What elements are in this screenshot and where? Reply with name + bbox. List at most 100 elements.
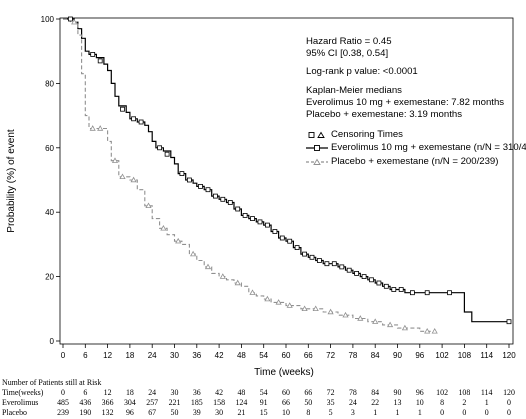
censor-mark-everolimus-39	[424, 290, 430, 296]
censor-mark-everolimus-40	[447, 290, 452, 296]
censor-mark-placebo-26	[431, 327, 438, 334]
censor-mark-everolimus-15	[235, 206, 241, 212]
x-tick-label-15: 90	[393, 351, 402, 360]
censor-mark-everolimus-31	[354, 270, 360, 276]
risk-cell-row0-13: 24	[348, 398, 357, 407]
x-tick-label-9: 54	[259, 351, 268, 360]
risk-cell-row1-15: 1	[395, 408, 400, 417]
risk-cell-time-9: 54	[259, 388, 268, 397]
censor-mark-everolimus-4	[131, 116, 137, 122]
risk-cell-time-17: 102	[436, 388, 449, 397]
risk-table-title: Number of Patients still at Risk	[2, 378, 102, 387]
x-axis-label: Time (weeks)	[254, 367, 314, 378]
censor-mark-placebo-7	[160, 224, 167, 231]
x-tick-label-6: 36	[192, 351, 201, 360]
x-tick-label-8: 48	[237, 351, 246, 360]
risk-cell-time-14: 84	[371, 388, 380, 397]
legend-censor-label: Censoring Times	[331, 129, 403, 140]
censor-mark-everolimus-10	[198, 183, 203, 189]
risk-cell-row0-11: 50	[304, 398, 313, 407]
censor-mark-everolimus-41	[506, 319, 512, 325]
censor-mark-everolimus-5	[138, 119, 144, 125]
censor-mark-placebo-8	[175, 237, 182, 244]
censor-mark-everolimus-29	[339, 264, 345, 270]
series-line-placebo	[63, 18, 435, 332]
risk-cell-row0-0: 485	[57, 398, 69, 407]
risk-cell-row1-17: 0	[440, 408, 445, 417]
censor-mark-everolimus-17	[250, 216, 255, 222]
censor-mark-placebo-23	[387, 321, 394, 328]
risk-cell-row1-14: 1	[373, 408, 378, 417]
x-tick-label-12: 72	[326, 351, 335, 360]
chart-legend: Censoring Times Everolimus 10 mg + exeme…	[306, 128, 526, 168]
censor-mark-placebo-20	[342, 311, 349, 318]
risk-cell-row0-1: 436	[79, 398, 92, 407]
risk-cell-time-4: 24	[148, 388, 157, 397]
y-tick-label-0: 0	[50, 337, 55, 346]
censor-marker-icon	[308, 131, 325, 138]
risk-cell-row1-6: 39	[192, 408, 201, 417]
risk-cell-row1-1: 190	[79, 408, 92, 417]
censor-mark-placebo-13	[249, 289, 256, 295]
x-tick-label-10: 60	[282, 351, 291, 360]
statistics-annotation: Hazard Ratio = 0.45 95% CI [0.38, 0.54] …	[306, 36, 504, 121]
risk-cell-time-12: 72	[326, 388, 335, 397]
risk-cell-row1-19: 0	[484, 408, 489, 417]
risk-cell-time-19: 114	[480, 388, 493, 397]
censor-mark-everolimus-36	[391, 287, 397, 292]
risk-row-label-row1: Placebo	[2, 408, 27, 417]
censor-mark-everolimus-3	[120, 106, 125, 112]
censor-mark-everolimus-22	[287, 238, 293, 244]
censor-mark-everolimus-27	[324, 261, 330, 267]
y-tick-label-4: 80	[45, 79, 54, 88]
risk-cell-row1-20: 0	[507, 408, 511, 417]
censor-mark-everolimus-9	[186, 177, 192, 183]
censor-mark-everolimus-32	[361, 274, 367, 280]
censor-mark-placebo-19	[327, 308, 334, 315]
risk-cell-row0-19: 1	[484, 398, 489, 407]
risk-cell-time-3: 18	[125, 388, 134, 397]
censor-mark-placebo-2	[97, 125, 104, 131]
x-tick-label-17: 102	[435, 351, 449, 360]
censor-mark-placebo-15	[275, 299, 282, 305]
risk-cell-row1-0: 239	[57, 408, 69, 417]
censor-mark-everolimus-21	[279, 235, 285, 241]
risk-cell-row0-10: 66	[282, 398, 290, 407]
risk-cell-row1-2: 132	[101, 408, 114, 417]
censor-mark-everolimus-18	[257, 219, 263, 225]
km-medians-header: Kaplan-Meier medians	[306, 84, 402, 96]
confidence-interval-text: 95% CI [0.38, 0.54]	[306, 48, 389, 60]
y-tick-label-1: 20	[45, 273, 54, 282]
censor-mark-everolimus-2	[97, 58, 103, 64]
censor-mark-placebo-10	[204, 263, 212, 270]
x-tick-label-20: 120	[502, 351, 516, 360]
risk-cell-time-6: 36	[192, 388, 201, 397]
x-tick-label-16: 96	[415, 351, 424, 360]
censor-mark-placebo-12	[234, 279, 241, 286]
censor-mark-placebo-24	[401, 324, 408, 331]
censor-mark-everolimus-13	[220, 196, 226, 202]
risk-cell-row0-12: 35	[326, 398, 335, 407]
risk-cell-row0-9: 91	[259, 398, 268, 407]
x-tick-label-2: 12	[103, 351, 112, 360]
censor-mark-placebo-6	[145, 202, 152, 209]
x-tick-label-14: 84	[371, 351, 380, 360]
censor-mark-everolimus-23	[294, 245, 300, 251]
censor-mark-placebo-9	[190, 250, 197, 257]
risk-cell-row0-5: 221	[168, 398, 181, 407]
risk-cell-row0-18: 2	[462, 398, 467, 407]
x-tick-label-4: 24	[148, 351, 157, 360]
risk-row-label-row0: Everolimus	[2, 398, 39, 407]
risk-cell-row0-2: 366	[101, 398, 114, 407]
plot-censor-marks	[68, 16, 512, 334]
x-tick-label-7: 42	[215, 351, 224, 360]
censor-mark-everolimus-26	[316, 258, 322, 263]
median-everolimus-text: Everolimus 10 mg + exemestane: 7.82 mont…	[306, 96, 505, 108]
risk-cell-row1-5: 50	[170, 408, 179, 417]
censor-mark-placebo-3	[111, 157, 119, 163]
x-tick-label-18: 108	[458, 351, 472, 360]
censor-mark-everolimus-19	[264, 222, 270, 228]
risk-cell-row1-13: 3	[350, 408, 355, 417]
x-tick-label-3: 18	[125, 351, 134, 360]
x-tick-label-0: 0	[61, 351, 66, 360]
